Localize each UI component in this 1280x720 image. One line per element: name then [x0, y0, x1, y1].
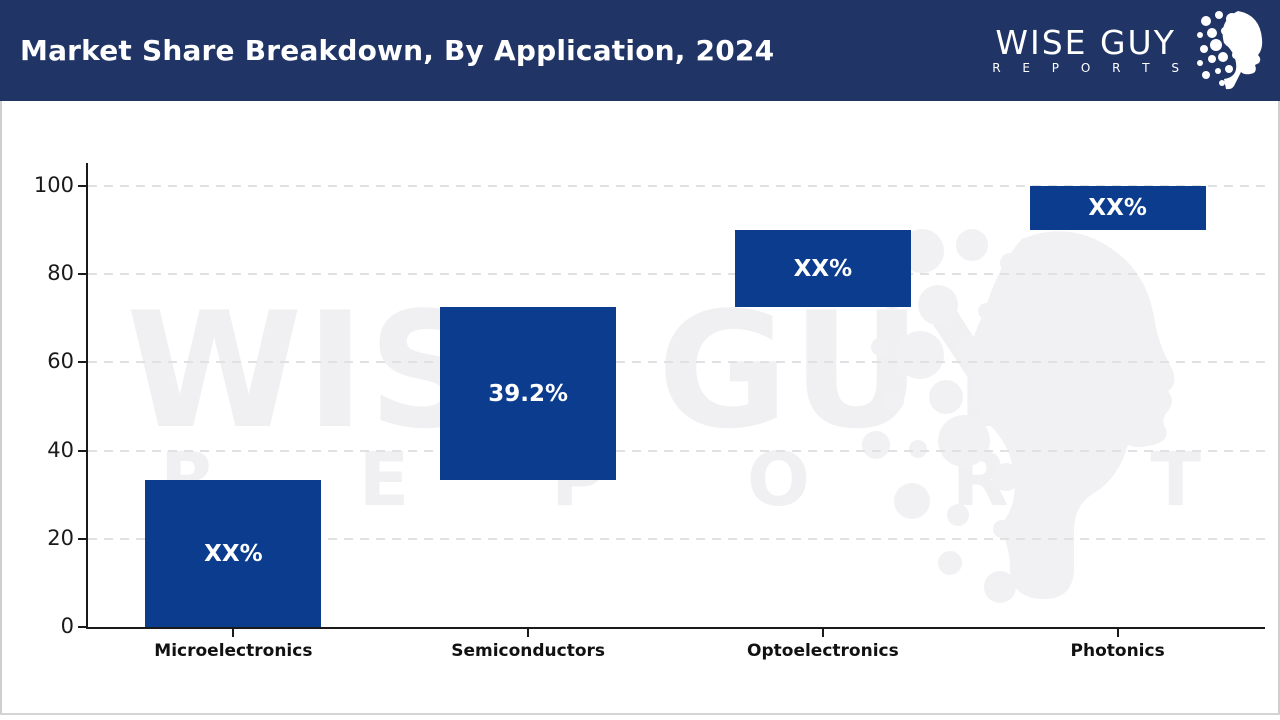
- x-axis-tick-1: [232, 629, 235, 637]
- chart-panel: WISE GUY R E P O R T S 020406080100XX%Mi…: [0, 101, 1280, 715]
- y-axis-tick-40: [78, 449, 86, 452]
- dotted-head-profile-icon: [1192, 7, 1266, 95]
- x-axis-category-label: Semiconductors: [451, 641, 606, 661]
- y-axis-tick-label-100: 100: [33, 173, 74, 197]
- x-axis-tick-2: [527, 629, 530, 637]
- dotted-head-profile-watermark: [854, 219, 1194, 663]
- x-axis-category-label: Optoelectronics: [747, 641, 899, 661]
- header-bar: Market Share Breakdown, By Application, …: [0, 0, 1280, 101]
- y-axis-tick-80: [78, 273, 86, 276]
- bar-value-label: 39.2%: [488, 380, 569, 407]
- x-axis-category-label: Microelectronics: [154, 641, 313, 661]
- y-axis-tick-label-0: 0: [60, 614, 74, 638]
- gridline-60: [88, 361, 1265, 364]
- bar-value-label: XX%: [1088, 195, 1147, 222]
- gridline-80: [88, 273, 1265, 276]
- wise-guy-reports-logo: WISE GUY R E P O R T S: [983, 7, 1266, 95]
- gridline-20: [88, 537, 1265, 540]
- x-axis-tick-4: [1116, 629, 1119, 637]
- x-axis-line: [86, 627, 1265, 629]
- bar-photonics: XX%: [1029, 186, 1206, 231]
- logo-subtitle: R E P O R T S: [992, 61, 1188, 76]
- y-axis-tick-0: [78, 626, 86, 628]
- logo-text: WISE GUY R E P O R T S: [983, 22, 1188, 76]
- page-title: Market Share Breakdown, By Application, …: [20, 34, 775, 67]
- gridline-100: [88, 185, 1265, 187]
- bar-value-label: XX%: [204, 540, 263, 567]
- x-axis-category-label: Photonics: [1070, 641, 1165, 661]
- y-axis-tick-100: [78, 185, 86, 187]
- x-axis-tick-3: [821, 629, 824, 637]
- bar-optoelectronics: XX%: [734, 230, 911, 308]
- logo-wordmark: WISE GUY: [995, 22, 1176, 62]
- y-axis-tick-60: [78, 361, 86, 364]
- bar-value-label: XX%: [793, 255, 853, 282]
- y-axis-line: [86, 163, 88, 629]
- y-axis-tick-label-40: 40: [47, 437, 74, 462]
- y-axis-tick-20: [78, 537, 86, 540]
- y-axis-tick-label-20: 20: [47, 525, 74, 550]
- y-axis-tick-label-60: 60: [47, 349, 74, 374]
- y-axis-tick-label-80: 80: [47, 261, 74, 286]
- bar-microelectronics: XX%: [145, 480, 322, 627]
- gridline-40: [88, 449, 1265, 452]
- bar-semiconductors: 39.2%: [440, 307, 617, 481]
